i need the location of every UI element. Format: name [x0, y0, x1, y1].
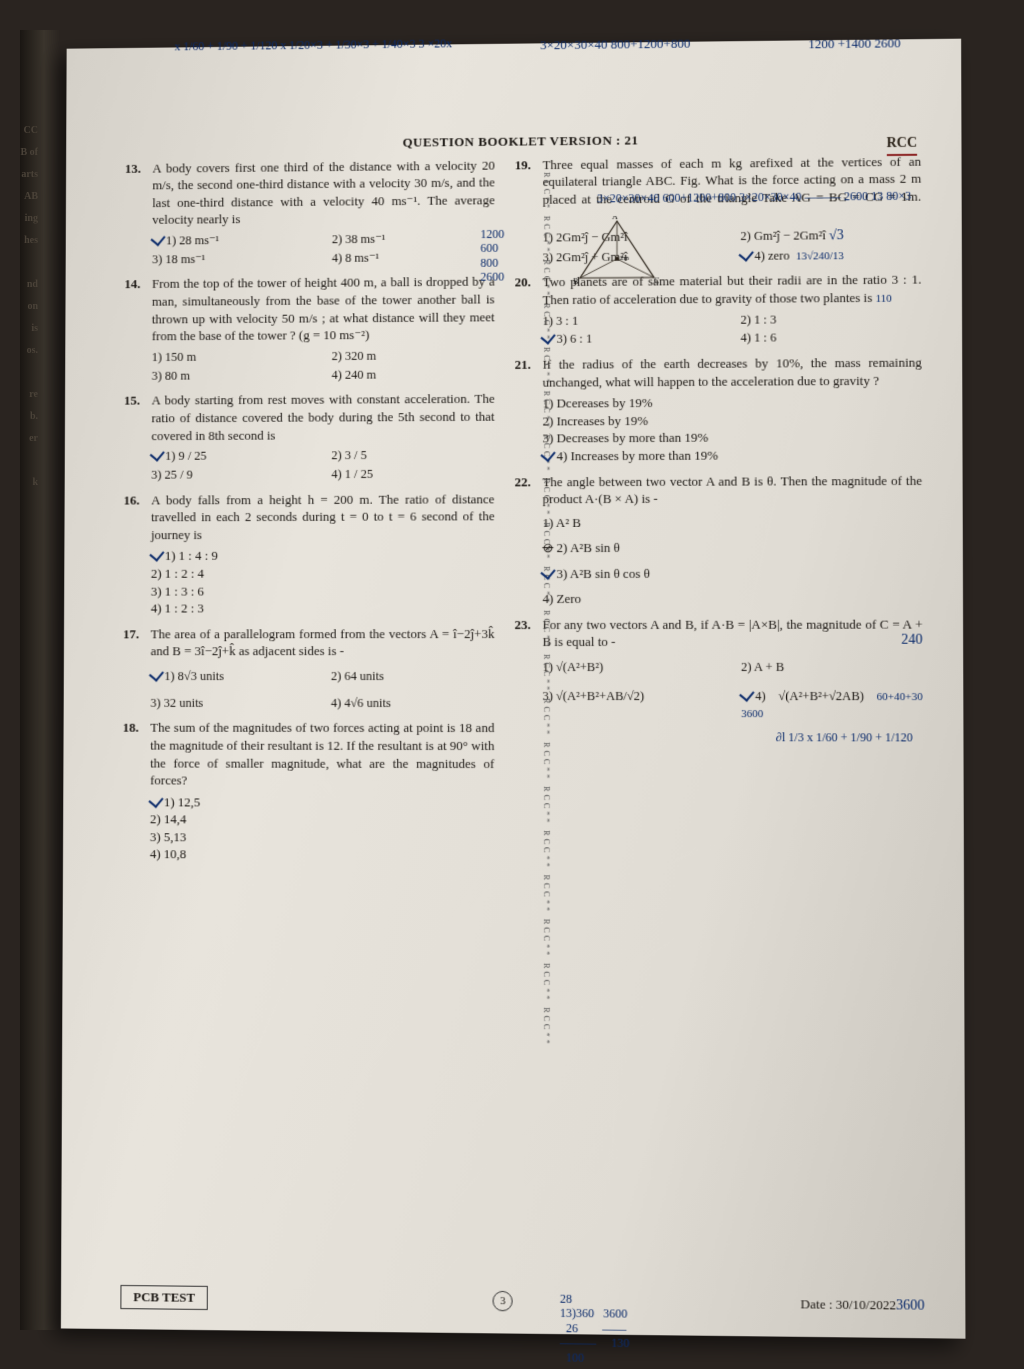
handwriting-bottom: 28 13)360 3600 26 ―― ――― 130 100 — [560, 1292, 630, 1366]
handwriting-top-right: 1200 +1400 2600 — [808, 35, 900, 52]
spine-cut-text: CCB ofarts ABinghes ndonis os. reb.er k — [0, 120, 38, 494]
page-number: 3 — [493, 1291, 513, 1311]
question-23: 23. For any two vectors A and B, if A·B … — [514, 615, 922, 721]
question-18: 18. The sum of the magnitudes of two for… — [122, 719, 494, 864]
question-13: 13. A body covers first one third of the… — [125, 156, 495, 268]
question-columns: 13. A body covers first one third of the… — [122, 152, 923, 873]
check-icon — [149, 547, 164, 562]
booklet-title: QUESTION BOOKLET VERSION : 21 — [402, 133, 638, 150]
handwriting-q14-side: 1200 600 800 2600 — [480, 227, 504, 284]
check-icon — [739, 686, 754, 702]
question-15: 15. A body starting from rest moves with… — [124, 390, 495, 483]
rcc-logo: RCC — [886, 135, 917, 156]
test-date: Date : 30/10/20223600 — [801, 1295, 925, 1315]
svg-text:C: C — [654, 277, 659, 286]
check-icon — [739, 246, 754, 262]
check-icon — [148, 792, 163, 808]
check-icon — [150, 446, 165, 461]
question-16: 16. A body falls from a height h = 200 m… — [123, 490, 494, 617]
check-icon — [149, 666, 164, 682]
right-column: 19. Three equal masses of each m kg aref… — [514, 152, 923, 873]
question-19: 19. Three equal masses of each m kg aref… — [515, 152, 922, 266]
handwriting-top-mid: 3×20×30×40 800+1200+800 — [540, 36, 690, 53]
page-footer: PCB TEST 3 Date : 30/10/20223600 — [120, 1285, 924, 1317]
question-22: 22. The angle between two vector A and B… — [514, 471, 922, 607]
exam-page: x 1/60 + 1/90 + 1/120 x 1/20×3 + 1/30×3 … — [61, 39, 966, 1339]
handwriting-top-left: x 1/60 + 1/90 + 1/120 x 1/20×3 + 1/30×3 … — [174, 36, 452, 53]
handwriting-q22: ∂l 1/3 x 1/60 + 1/90 + 1/120 — [776, 730, 913, 745]
question-21: 21. If the radius of the earth decreases… — [515, 354, 923, 465]
svg-text:A: A — [612, 216, 618, 221]
svg-text:2m: 2m — [620, 254, 630, 262]
handwriting-q19: 3×20×30×40 600+1200+800 3×20×30×40 ――― 2… — [597, 189, 911, 206]
check-icon — [151, 231, 166, 246]
test-badge: PCB TEST — [120, 1285, 208, 1310]
question-17: 17. The area of a parallelogram formed f… — [123, 625, 495, 712]
svg-text:B: B — [573, 277, 578, 286]
question-14: 14. From the top of the tower of height … — [124, 273, 495, 384]
left-column: 13. A body covers first one third of the… — [122, 156, 495, 872]
